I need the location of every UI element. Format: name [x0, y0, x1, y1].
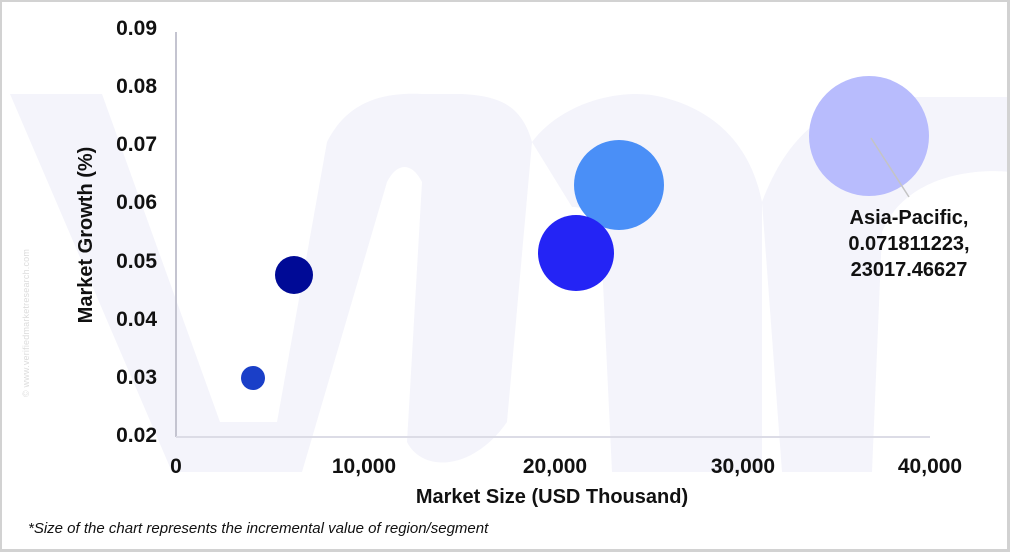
x-tick-label: 30,000 [710, 455, 776, 478]
y-tick-label: 0.08 [116, 75, 157, 98]
bubble-asia-pacific[interactable] [809, 76, 929, 196]
y-tick-label: 0.04 [116, 308, 157, 331]
x-tick-label: 20,000 [522, 455, 588, 478]
y-tick-label: 0.09 [116, 17, 157, 40]
data-label-line: 0.071811223, [848, 233, 970, 255]
y-tick-label: 0.02 [116, 424, 157, 447]
bubble-3[interactable] [538, 215, 614, 291]
y-tick-label: 0.07 [116, 133, 157, 156]
x-tick-label: 10,000 [331, 455, 397, 478]
y-tick-label: 0.05 [116, 250, 157, 273]
bubble-2[interactable] [275, 256, 313, 294]
x-axis-title: Market Size (USD Thousand) [415, 486, 689, 508]
y-tick-label: 0.03 [116, 366, 157, 389]
data-label-line: Asia-Pacific, [849, 207, 969, 229]
bubble-4[interactable] [574, 140, 664, 230]
y-tick-label: 0.06 [116, 191, 157, 214]
annotation-leader-line [870, 137, 910, 198]
x-tick-label: 0 [170, 455, 182, 478]
bubble-1[interactable] [241, 366, 265, 390]
x-tick-label: 40,000 [897, 455, 963, 478]
y-axis-title: Market Growth (%) [75, 146, 97, 324]
asia-pacific-data-label: Asia-Pacific, 0.071811223, 23017.46627 [824, 205, 994, 283]
chart-footnote: *Size of the chart represents the increm… [28, 520, 489, 537]
data-label-line: 23017.46627 [850, 259, 968, 281]
